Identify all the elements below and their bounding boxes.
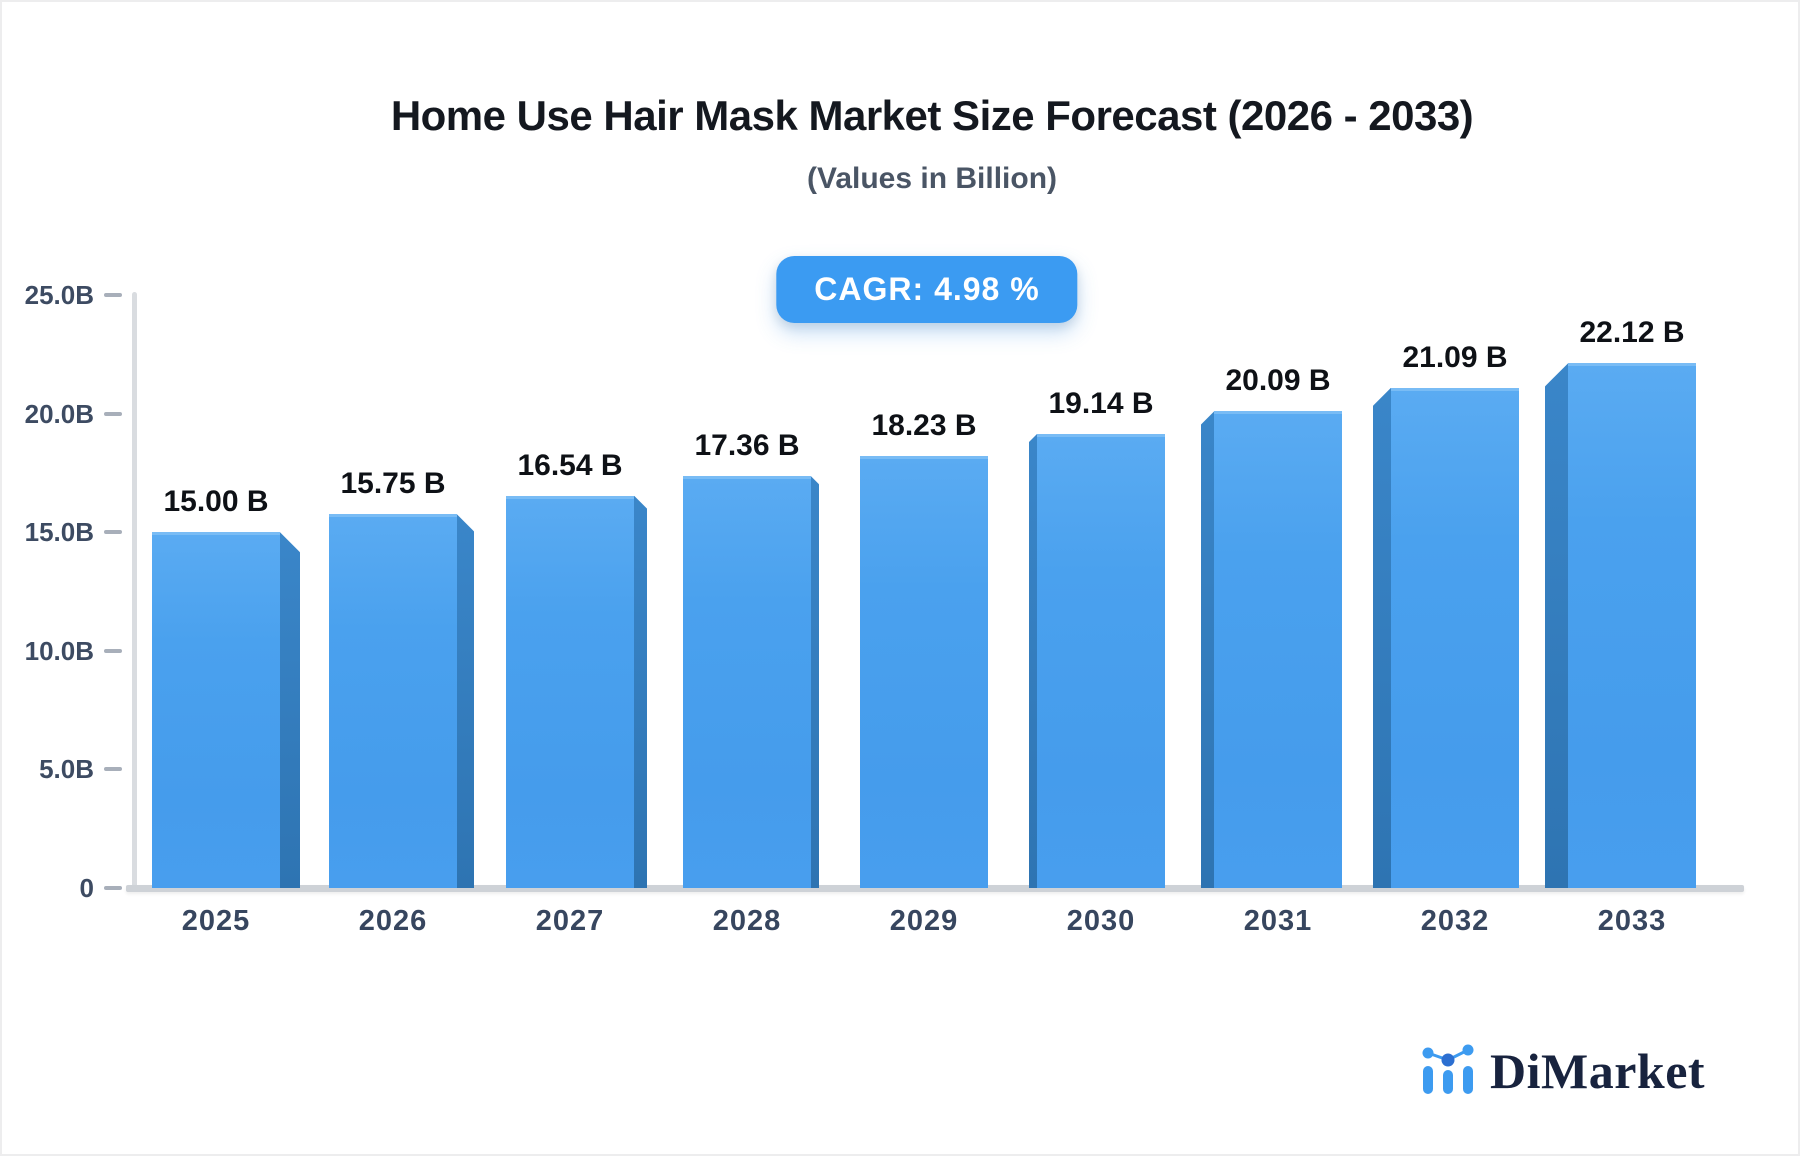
x-axis-label-2028: 2028 <box>712 905 782 937</box>
bar-side-2026 <box>457 514 474 888</box>
brand-name: DiMarket <box>1490 1043 1706 1099</box>
y-tick-10.0B <box>104 648 122 653</box>
bar-value-label-2028: 17.36 B <box>694 429 800 463</box>
bar-value-label-2032: 21.09 B <box>1402 340 1508 374</box>
y-tick-5.0B <box>104 767 122 772</box>
x-axis-label-2032: 2032 <box>1420 905 1490 937</box>
bar-value-label-2031: 20.09 B <box>1225 364 1331 398</box>
bar-value-label-2025: 15.00 B <box>163 485 269 519</box>
chart-header: Home Use Hair Mask Market Size Forecast … <box>62 92 1798 196</box>
bar-2031 <box>1214 411 1342 888</box>
y-tick-20.0B <box>104 411 122 416</box>
x-axis-label-2033: 2033 <box>1597 905 1667 937</box>
bar-side-2028 <box>811 476 819 888</box>
x-axis-label-2031: 2031 <box>1243 905 1313 937</box>
bar-2028 <box>683 476 811 888</box>
y-tick-25.0B <box>104 293 122 297</box>
cagr-badge: CAGR: 4.98 % <box>776 256 1078 323</box>
y-tick-label-25.0B: 25.0B <box>24 280 94 310</box>
y-tick-15.0B <box>104 530 122 535</box>
bar-2032 <box>1391 387 1519 888</box>
bar-side-2032 <box>1373 387 1391 888</box>
bar-2026 <box>329 514 457 888</box>
x-axis-label-2030: 2030 <box>1066 905 1136 937</box>
bar-value-label-2026: 15.75 B <box>340 467 446 501</box>
bar-2033 <box>1568 363 1696 888</box>
bar-2025 <box>152 532 280 888</box>
bar-side-2030 <box>1029 433 1037 888</box>
bar-value-label-2033: 22.12 B <box>1579 316 1685 350</box>
bar-value-label-2030: 19.14 B <box>1048 386 1154 420</box>
x-axis-label-2029: 2029 <box>889 905 959 937</box>
bar-2030 <box>1037 433 1165 888</box>
y-tick-label-10.0B: 10.0B <box>24 635 94 666</box>
y-axis-line <box>132 292 137 891</box>
y-tick-label-20.0B: 20.0B <box>24 398 94 429</box>
bar-side-2031 <box>1201 411 1214 888</box>
bar-value-label-2029: 18.23 B <box>871 408 977 442</box>
bar-value-label-2027: 16.54 B <box>517 448 623 482</box>
x-axis-label-2026: 2026 <box>358 905 428 937</box>
chart-subtitle: (Values in Billion) <box>806 162 1058 195</box>
bar-line-chart-icon <box>1422 1044 1474 1094</box>
y-tick-label-15.0B: 15.0B <box>24 517 94 548</box>
y-tick-label-0: 0 <box>79 873 94 903</box>
bar-side-2025 <box>280 532 300 888</box>
x-axis-line <box>126 885 1744 892</box>
bar-2027 <box>506 495 634 888</box>
bar-2029 <box>860 455 988 888</box>
bar-side-2033 <box>1545 363 1568 888</box>
bar-side-2027 <box>634 495 647 888</box>
y-tick-0 <box>104 886 122 890</box>
brand-logo: DiMarket <box>1420 1044 1705 1096</box>
y-tick-label-5.0B: 5.0B <box>39 754 94 785</box>
x-axis-label-2025: 2025 <box>181 905 251 937</box>
chart-title: Home Use Hair Mask Market Size Forecast … <box>390 92 1474 139</box>
x-axis-label-2027: 2027 <box>535 905 605 937</box>
